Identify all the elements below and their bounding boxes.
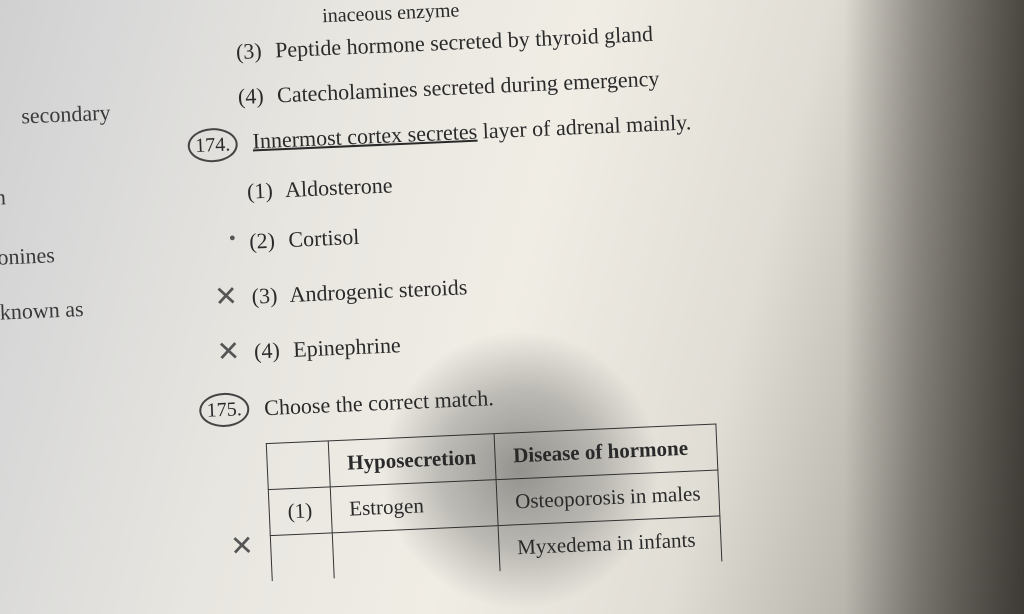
prev-option-3: (3) Peptide hormone secreted by thyroid … [233, 21, 653, 65]
opt-num: (4) [251, 337, 280, 364]
q174-opt3: (3) Androgenic steroids [249, 274, 468, 309]
table-header-blank [266, 441, 329, 490]
table-header-hyposecretion: Hyposecretion [328, 434, 496, 487]
q174-rest: layer of adrenal mainly. [477, 109, 692, 143]
margin-text-onines: onines [0, 242, 55, 270]
page-surface: inaceous enzyme (3) Peptide hormone secr… [0, 0, 913, 614]
opt-num: (1) [244, 178, 273, 205]
cross-mark-icon: ✕ [230, 529, 255, 563]
q174-opt4: (4) Epinephrine [251, 332, 401, 364]
circled-number-175: 175. [199, 392, 250, 428]
table-cell-hypo: Estrogen [330, 480, 498, 533]
tick-mark: • [228, 227, 236, 250]
opt-text: Androgenic steroids [289, 274, 468, 307]
match-table: Hyposecretion Disease of hormone (1) Est… [266, 423, 723, 581]
circled-number-174: 174. [187, 127, 238, 163]
opt-text: Epinephrine [293, 332, 402, 362]
q175-number: 175. [199, 392, 250, 428]
q174-opt1: (1) Aldosterone [244, 172, 393, 204]
opt-text: Catecholamines secreted during emergency [277, 66, 660, 108]
q174-number: 174. [187, 127, 238, 163]
q174-text: Innermost cortex secretes layer of adren… [252, 109, 692, 154]
opt-num: (4) [235, 83, 264, 110]
table-cell-disease: Myxedema in infants [498, 516, 722, 571]
margin-text-known-as: known as [0, 296, 84, 326]
q174-underlined: Innermost cortex secretes [252, 119, 478, 154]
top-fragment: inaceous enzyme [322, 0, 460, 28]
table-cell-num: (1) [268, 487, 331, 536]
opt-text: Cortisol [288, 224, 360, 252]
table-cell-num [270, 533, 333, 581]
q174-opt2: (2) Cortisol [246, 224, 359, 255]
cross-mark-icon: ✕ [214, 279, 239, 313]
table-cell-hypo [332, 526, 500, 579]
margin-text-secondary: secondary [21, 100, 111, 130]
prev-option-4: (4) Catecholamines secreted during emerg… [235, 66, 660, 110]
opt-text: Aldosterone [284, 172, 393, 202]
q175-text: Choose the correct match. [264, 385, 495, 421]
opt-num: (2) [246, 228, 275, 255]
cross-mark-icon: ✕ [216, 334, 241, 368]
margin-text-n: n [0, 184, 6, 210]
opt-num: (3) [249, 283, 278, 310]
opt-num: (3) [233, 38, 262, 65]
